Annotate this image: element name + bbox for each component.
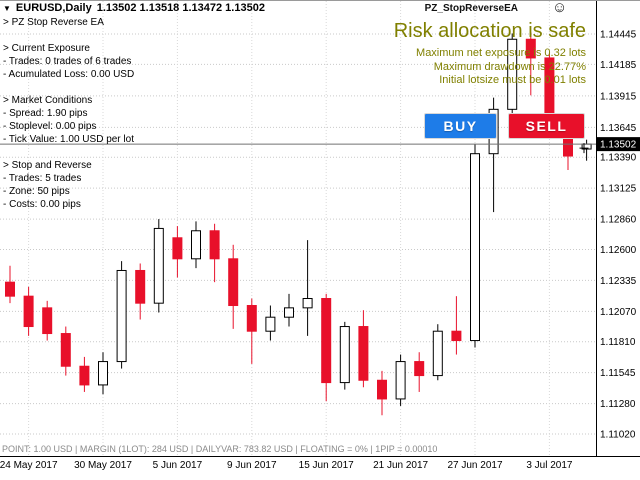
comment-line: - Acumulated Loss: 0.00 USD bbox=[3, 69, 135, 80]
candle-body bbox=[302, 298, 313, 309]
current-price-tag bbox=[597, 137, 640, 152]
comment-line: > Stop and Reverse bbox=[3, 160, 92, 171]
candle-body bbox=[153, 227, 164, 304]
comment-line: - Trades: 5 trades bbox=[3, 173, 82, 184]
candle-body bbox=[265, 316, 276, 332]
risk-headline: Risk allocation is safe bbox=[393, 20, 586, 42]
date-axis-label: 24 May 2017 bbox=[0, 460, 58, 471]
price-axis-label: 1.11020 bbox=[600, 429, 636, 440]
ea-status-smiley-icon: ☺ bbox=[552, 0, 568, 16]
candle-body bbox=[228, 258, 239, 307]
candle-body bbox=[23, 295, 34, 328]
price-axis-label: 1.12335 bbox=[600, 276, 637, 287]
candle-body bbox=[321, 298, 332, 384]
date-axis-label: 15 Jun 2017 bbox=[299, 460, 354, 471]
price-axis-label: 1.13645 bbox=[600, 123, 637, 134]
date-axis-label: 27 Jun 2017 bbox=[447, 460, 502, 471]
candle-body bbox=[414, 361, 425, 377]
comment-line bbox=[3, 29, 134, 42]
comment-line: - Trades: 0 trades of 6 trades bbox=[3, 56, 132, 67]
candle-body bbox=[98, 361, 108, 386]
comment-line: > PZ Stop Reverse EA bbox=[3, 17, 104, 28]
candle-body bbox=[339, 326, 350, 384]
candle-body bbox=[377, 379, 387, 400]
candle-body bbox=[172, 237, 183, 260]
price-axis-label: 1.14185 bbox=[600, 60, 637, 71]
candle-body bbox=[209, 230, 220, 260]
price-axis-label: 1.11810 bbox=[600, 337, 636, 348]
price-axis-label: 1.13390 bbox=[600, 153, 637, 164]
candle-body bbox=[358, 326, 369, 381]
price-axis-label: 1.13125 bbox=[600, 184, 637, 195]
price-axis-label: 1.11280 bbox=[600, 399, 636, 410]
comment-line: - Zone: 50 pips bbox=[3, 186, 70, 197]
chart-title: ▼ EURUSD,Daily 1.13502 1.13518 1.13472 1… bbox=[3, 2, 265, 14]
buy-button[interactable]: BUY bbox=[424, 113, 497, 139]
candle-body bbox=[395, 361, 406, 400]
price-axis-label: 1.12860 bbox=[600, 215, 637, 226]
comment-line: - Stoplevel: 0.00 pips bbox=[3, 121, 97, 132]
candle-body bbox=[79, 365, 90, 386]
chart-symbol-period: EURUSD,Daily bbox=[15, 2, 92, 14]
price-axis-label: 1.14445 bbox=[600, 30, 637, 41]
sell-button[interactable]: SELL bbox=[508, 113, 585, 139]
comment-line: > Current Exposure bbox=[3, 43, 90, 54]
candle-body bbox=[42, 307, 53, 335]
candle-body bbox=[191, 230, 201, 260]
risk-info-panel: Risk allocation is safe Maximum net expo… bbox=[394, 20, 586, 88]
comment-line: > Market Conditions bbox=[3, 95, 93, 106]
date-axis-label: 5 Jun 2017 bbox=[153, 460, 203, 471]
comment-line: - Tick Value: 1.00 USD per lot bbox=[3, 134, 134, 145]
date-axis-label: 30 May 2017 bbox=[74, 460, 132, 471]
candle-body bbox=[5, 281, 15, 297]
date-axis-label: 9 Jun 2017 bbox=[227, 460, 277, 471]
comment-line bbox=[3, 146, 134, 159]
price-axis-label: 1.12600 bbox=[600, 245, 637, 256]
candle-body bbox=[507, 38, 518, 110]
risk-detail-line: Maximum net exposure is 0.32 lots bbox=[416, 47, 586, 59]
candle-body bbox=[60, 333, 71, 367]
candle-body bbox=[246, 305, 257, 332]
price-axis-label: 1.12070 bbox=[600, 307, 637, 318]
chart-ohlc-values: 1.13502 1.13518 1.13472 1.13502 bbox=[96, 2, 265, 14]
date-axis-label: 3 Jul 2017 bbox=[526, 460, 573, 471]
candle-body bbox=[284, 307, 294, 318]
risk-detail-line: Initial lotsize must be 0.01 lots bbox=[439, 74, 586, 86]
candle-body bbox=[451, 330, 462, 342]
date-axis-label: 21 Jun 2017 bbox=[373, 460, 428, 471]
ea-comment-panel: > PZ Stop Reverse EA > Current Exposure … bbox=[3, 16, 134, 211]
ea-name-label: PZ_StopReverseEA bbox=[424, 3, 518, 14]
risk-detail-line: Maximum drawdown is 22.77% bbox=[433, 60, 586, 73]
comment-line: - Spread: 1.90 pips bbox=[3, 108, 88, 119]
candle-body bbox=[432, 330, 443, 377]
comment-line: - Costs: 0.00 pips bbox=[3, 199, 81, 210]
candle-body bbox=[135, 269, 146, 304]
price-axis-label: 1.13915 bbox=[600, 91, 637, 102]
candle-body bbox=[116, 269, 127, 363]
candle-body bbox=[470, 153, 480, 342]
chart-expand-icon[interactable]: ▼ bbox=[3, 3, 11, 13]
price-axis-label: 1.11545 bbox=[600, 368, 636, 379]
candle-body bbox=[525, 38, 536, 59]
ea-status-bar: POINT: 1.00 USD | MARGIN (1LOT): 284 USD… bbox=[2, 444, 438, 454]
current-price-tag-label: 1.13502 bbox=[600, 140, 637, 151]
comment-line bbox=[3, 81, 134, 94]
